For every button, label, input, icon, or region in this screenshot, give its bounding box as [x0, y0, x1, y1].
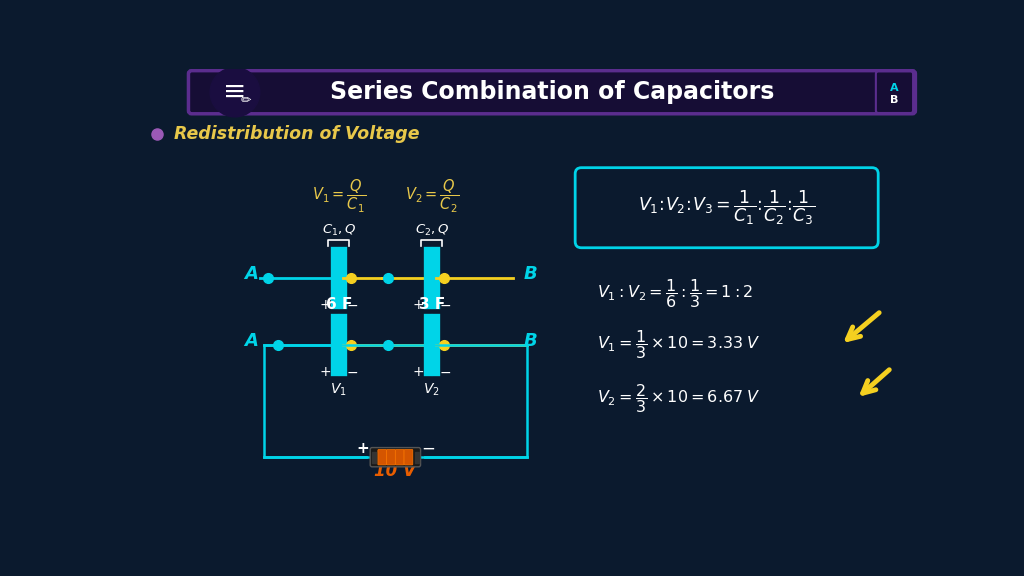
Text: $V_2 = \dfrac{2}{3} \times 10 = 6.67 \; V$: $V_2 = \dfrac{2}{3} \times 10 = 6.67 \; … — [597, 382, 761, 415]
Text: 3 F: 3 F — [419, 297, 444, 312]
Text: −: − — [439, 298, 452, 312]
Text: ≡: ≡ — [223, 78, 247, 106]
Bar — [415, 452, 419, 463]
Text: Redistribution of Voltage: Redistribution of Voltage — [174, 125, 420, 143]
Text: $V_1 = \dfrac{Q}{C_1}$: $V_1 = \dfrac{Q}{C_1}$ — [311, 178, 366, 215]
FancyBboxPatch shape — [876, 71, 913, 113]
Text: $V_2$: $V_2$ — [424, 381, 440, 397]
Text: −: − — [421, 440, 435, 458]
FancyBboxPatch shape — [378, 449, 386, 465]
FancyBboxPatch shape — [404, 449, 413, 465]
FancyBboxPatch shape — [575, 168, 879, 248]
FancyBboxPatch shape — [371, 448, 421, 467]
Text: A: A — [890, 82, 899, 93]
Text: $V_1 \!:\! V_2 \!:\! V_3 = \dfrac{1}{C_1} \!:\! \dfrac{1}{C_2} \!:\! \dfrac{1}{C: $V_1 \!:\! V_2 \!:\! V_3 = \dfrac{1}{C_1… — [638, 188, 815, 227]
Text: $C_2, Q$: $C_2, Q$ — [415, 223, 449, 238]
Text: $V_2 = \dfrac{Q}{C_2}$: $V_2 = \dfrac{Q}{C_2}$ — [404, 178, 459, 215]
Circle shape — [210, 67, 260, 117]
Bar — [263, 345, 527, 457]
FancyBboxPatch shape — [387, 449, 395, 465]
Text: +: + — [319, 298, 331, 312]
Text: A: A — [245, 265, 258, 283]
Text: $C_1, Q$: $C_1, Q$ — [322, 223, 356, 238]
Text: 6 F: 6 F — [326, 297, 352, 312]
Text: ✏: ✏ — [241, 94, 251, 107]
Text: −: − — [346, 298, 358, 312]
Text: B: B — [523, 265, 537, 283]
Text: $V_1 = \dfrac{1}{3} \times 10 = 3.33 \; V$: $V_1 = \dfrac{1}{3} \times 10 = 3.33 \; … — [597, 328, 761, 361]
Text: −: − — [346, 365, 358, 380]
Bar — [372, 452, 376, 463]
Text: +: + — [413, 298, 424, 312]
Text: +: + — [356, 441, 370, 456]
Text: +: + — [413, 365, 424, 380]
FancyBboxPatch shape — [188, 71, 915, 114]
FancyBboxPatch shape — [395, 449, 404, 465]
Text: A: A — [245, 332, 258, 350]
Text: B: B — [890, 95, 899, 105]
Text: $V_1$: $V_1$ — [331, 381, 347, 397]
Text: +: + — [319, 365, 331, 380]
Text: B: B — [523, 332, 537, 350]
Text: Series Combination of Capacitors: Series Combination of Capacitors — [330, 80, 774, 104]
Text: 10 V: 10 V — [375, 463, 417, 480]
Text: −: − — [439, 365, 452, 380]
Text: $V_1 : V_2 = \dfrac{1}{6} : \dfrac{1}{3} = 1 : 2$: $V_1 : V_2 = \dfrac{1}{6} : \dfrac{1}{3}… — [597, 276, 753, 310]
